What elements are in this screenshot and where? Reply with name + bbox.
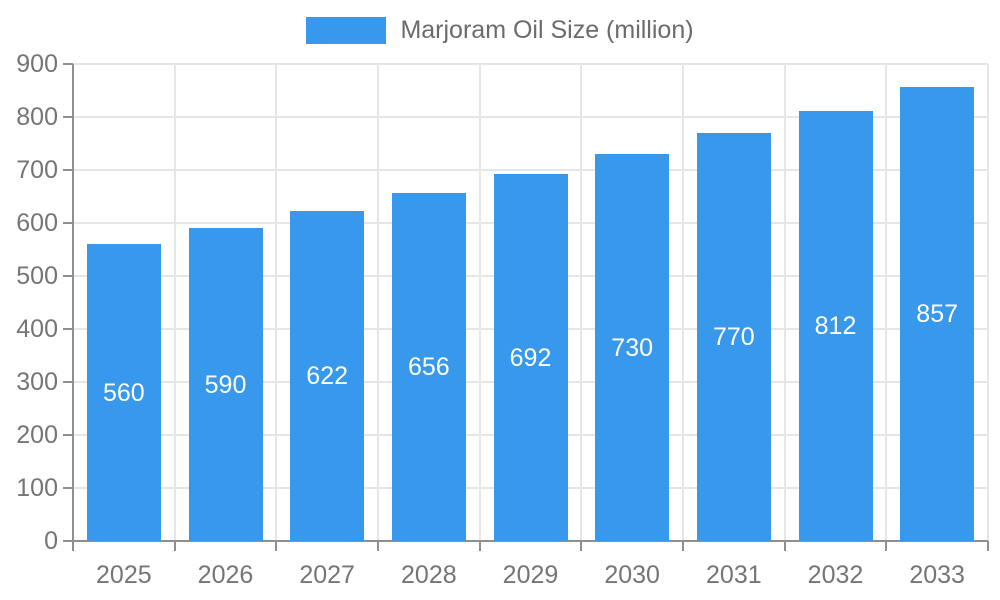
bar[interactable] [86, 244, 161, 541]
x-grid-line [478, 64, 481, 541]
x-axis-tick [987, 541, 989, 551]
bar-value-label: 812 [814, 311, 857, 340]
y-tick-label: 800 [16, 103, 58, 131]
bar[interactable] [900, 86, 975, 541]
y-tick-label: 400 [16, 315, 58, 343]
y-axis-tick [63, 381, 73, 383]
bar-value-label: 560 [102, 378, 145, 407]
y-tick-label: 900 [16, 50, 58, 78]
x-tick-label: 2032 [807, 561, 864, 589]
x-grid-line [275, 64, 278, 541]
x-axis-tick [173, 541, 176, 551]
y-axis-line [72, 64, 74, 551]
bar-value-label: 692 [509, 343, 552, 372]
x-axis-tick [682, 541, 684, 551]
x-tick-label: 2026 [197, 561, 254, 589]
y-axis-tick [63, 487, 73, 489]
x-grid-line [580, 64, 583, 541]
y-tick-label: 200 [16, 421, 58, 449]
y-axis-tick [63, 63, 73, 65]
bar-value-label: 730 [611, 333, 654, 362]
y-tick-label: 0 [44, 527, 58, 555]
y-tick-label: 600 [16, 209, 58, 237]
bar-value-label: 656 [407, 353, 450, 382]
y-tick-label: 500 [16, 262, 58, 290]
y-tick-label: 100 [16, 474, 58, 502]
bar[interactable] [798, 110, 873, 541]
bar-value-label: 857 [916, 299, 959, 328]
x-axis-tick [783, 541, 786, 551]
x-axis-line [63, 540, 988, 542]
x-tick-label: 2028 [401, 561, 457, 589]
x-tick-label: 2033 [909, 561, 965, 589]
x-grid-line [173, 64, 176, 541]
x-grid-line [377, 64, 379, 541]
bar-value-label: 590 [204, 370, 247, 399]
x-grid-line [885, 64, 888, 541]
y-grid-line [73, 63, 988, 65]
y-axis-tick [63, 434, 73, 436]
bar[interactable] [696, 132, 771, 541]
bar-value-label: 622 [306, 362, 349, 391]
x-axis-tick [478, 541, 481, 551]
x-axis-tick [275, 541, 278, 551]
y-axis-tick [63, 328, 73, 330]
bar[interactable] [290, 211, 365, 541]
legend[interactable]: Marjoram Oil Size (million) [0, 15, 1000, 45]
x-tick-label: 2030 [604, 561, 660, 589]
x-axis-tick [377, 541, 379, 551]
y-axis-tick [63, 116, 73, 118]
y-axis-tick [63, 222, 73, 224]
x-grid-line [783, 64, 786, 541]
bar[interactable] [391, 193, 466, 541]
x-tick-label: 2025 [96, 561, 152, 589]
y-axis-tick [63, 275, 73, 277]
x-grid-line [682, 64, 684, 541]
bar[interactable] [188, 228, 263, 541]
x-tick-label: 2031 [706, 561, 762, 589]
x-axis-tick [885, 541, 888, 551]
y-axis-tick [63, 169, 73, 171]
y-tick-label: 300 [16, 368, 58, 396]
y-grid-line [73, 169, 988, 171]
x-tick-label: 2027 [299, 561, 355, 589]
bar-value-label: 770 [712, 322, 755, 351]
y-tick-label: 700 [16, 156, 58, 184]
x-axis-tick [580, 541, 583, 551]
x-tick-label: 2029 [502, 561, 559, 589]
bar[interactable] [493, 174, 568, 541]
legend-swatch [306, 16, 387, 44]
bar[interactable] [595, 154, 670, 541]
legend-label: Marjoram Oil Size (million) [400, 16, 694, 44]
y-grid-line [73, 116, 988, 118]
x-grid-line [987, 64, 989, 541]
